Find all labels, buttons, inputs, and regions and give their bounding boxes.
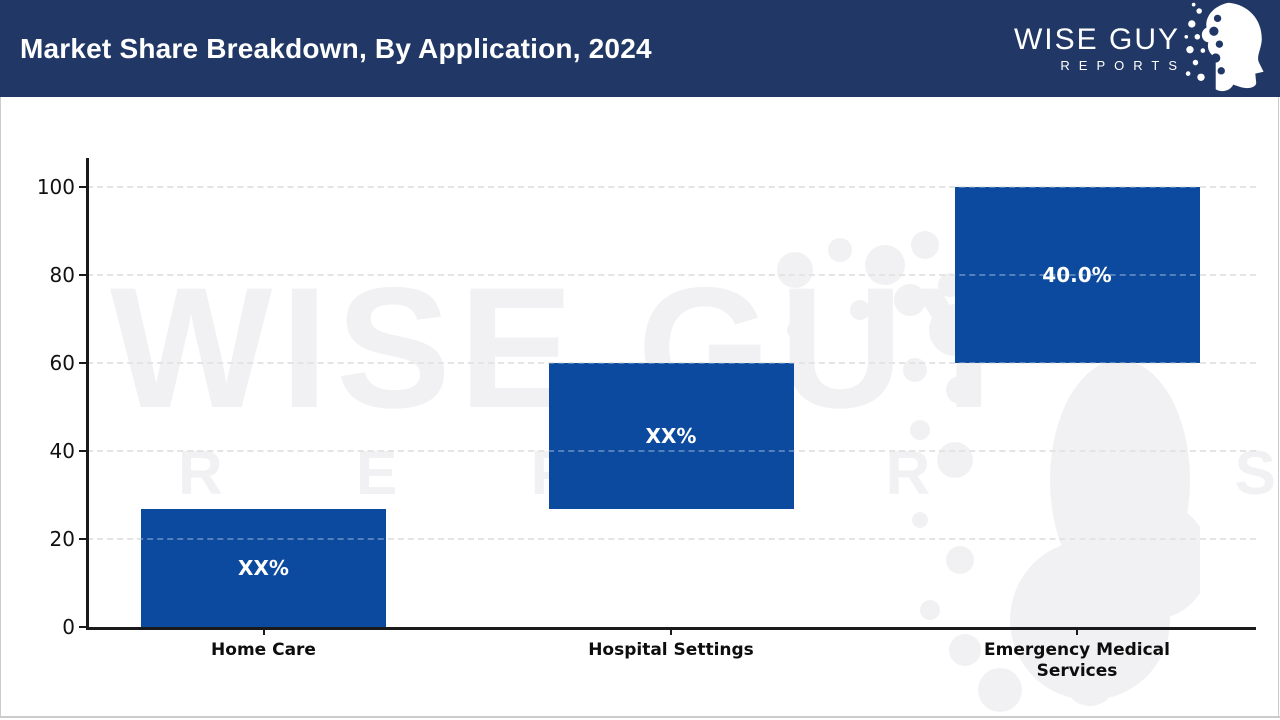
y-axis-spine: [86, 158, 89, 630]
wise-guy-reports-logo: WISE GUY REPORTS: [1014, 0, 1280, 97]
bottom-hairline: [0, 716, 1280, 718]
logo-text: WISE GUY REPORTS: [1013, 23, 1180, 73]
y-tick-mark: [79, 626, 87, 628]
y-tick-label: 40: [49, 439, 75, 463]
x-category-label: Home Care: [211, 640, 316, 660]
gridline-overlay: [87, 450, 1256, 452]
y-tick-mark: [79, 362, 87, 364]
gridline: [87, 186, 1256, 188]
bar-hospital-settings: XX%: [548, 363, 794, 510]
y-tick-label: 20: [49, 527, 75, 551]
y-tick-label: 0: [62, 615, 75, 639]
gridline: [87, 538, 1256, 540]
gridline-overlay: [87, 186, 1256, 188]
y-tick-mark: [79, 538, 87, 540]
bar-value-label: 40.0%: [1042, 263, 1112, 287]
x-category-label: Emergency Medical Services: [984, 640, 1170, 682]
logo-wordmark: WISE GUY: [1013, 23, 1180, 56]
x-tick-mark: [1076, 627, 1078, 635]
y-tick-label: 100: [36, 175, 75, 199]
logo-head-icon: [1182, 0, 1266, 97]
page-title: Market Share Breakdown, By Application, …: [20, 32, 652, 64]
gridline: [87, 274, 1256, 276]
y-tick-label: 80: [49, 263, 75, 287]
logo-subtitle: REPORTS: [1060, 58, 1186, 73]
y-tick-mark: [79, 450, 87, 452]
x-category-label: Hospital Settings: [588, 640, 754, 660]
gridline-overlay: [87, 362, 1256, 364]
bar-value-label: XX%: [645, 424, 697, 449]
y-tick-mark: [79, 186, 87, 188]
x-tick-mark: [670, 627, 672, 635]
bar-value-label: XX%: [238, 556, 289, 581]
bar-emergency-medical-services: 40.0%: [954, 187, 1200, 363]
x-tick-mark: [262, 627, 265, 635]
bar-home-care: XX%: [141, 509, 386, 627]
watermark-head-dots: [740, 215, 1210, 720]
header-band: Market Share Breakdown, By Application, …: [0, 0, 1280, 97]
y-tick-label: 60: [49, 351, 75, 375]
gridline-overlay: [87, 538, 1256, 540]
right-hairline: [1278, 97, 1279, 718]
gridline-overlay: [87, 274, 1256, 276]
left-hairline: [0, 97, 1, 718]
y-tick-mark: [79, 274, 87, 276]
